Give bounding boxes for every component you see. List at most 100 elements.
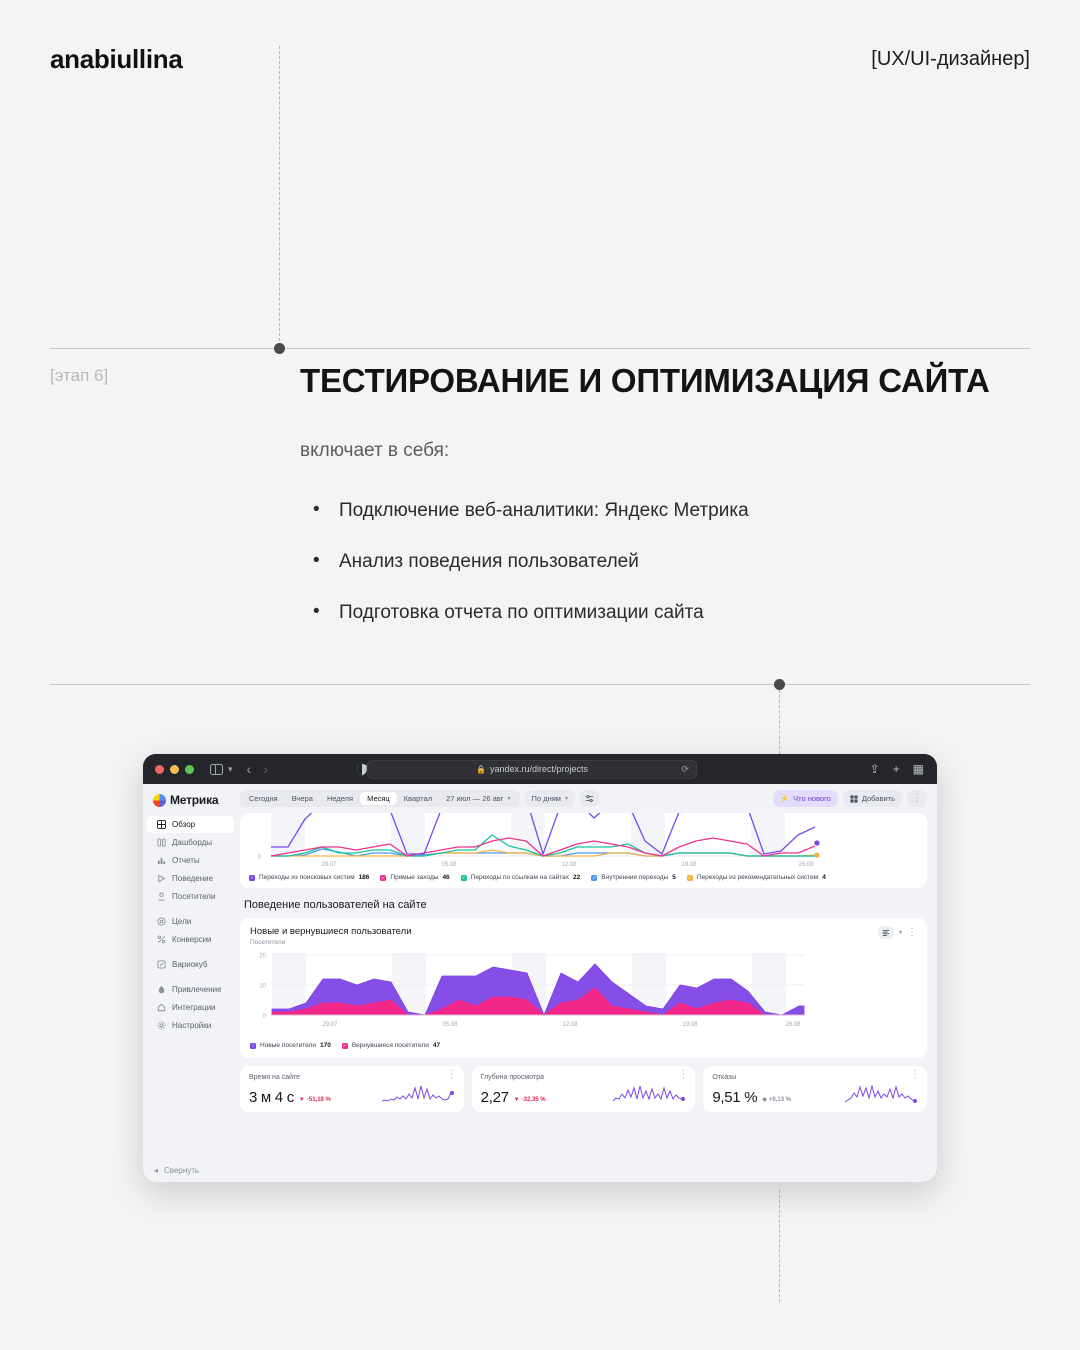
legend-item[interactable]: Переходы по ссылкам на сайтах 22 (460, 874, 580, 881)
legend-label: Новые посетители (260, 1042, 316, 1049)
tile-time-on-site[interactable]: ⋮ Время на сайте 3 м 4 с ▼ -51,18 % (240, 1066, 464, 1112)
target-icon (157, 917, 166, 926)
sidebar-item-goals[interactable]: Цели (147, 913, 234, 930)
address-bar[interactable]: 🔒 yandex.ru/direct/projects ⟳ (367, 759, 697, 779)
legend-item[interactable]: Внутренние переходы 5 (591, 874, 676, 881)
sidebar-item-label: Настройки (172, 1021, 212, 1030)
percent-icon (157, 935, 166, 944)
chevron-down-icon[interactable]: ▾ (898, 930, 902, 936)
sidebar-group: Обзор Дашборды Отчеты (143, 816, 238, 906)
maximize-window-button[interactable] (185, 764, 194, 774)
list-item: Подключение веб-аналитики: Яндекс Метрик… (313, 499, 749, 522)
sidebar-item-obzor[interactable]: Обзор (147, 816, 234, 833)
legend-value: 4 (822, 874, 826, 881)
plus-icon[interactable]: + (892, 762, 900, 776)
metrica-logo[interactable]: Метрика (143, 793, 238, 816)
legend-item[interactable]: Новые посетители 170 (250, 1042, 331, 1049)
connector-dashed-bottom (779, 1190, 780, 1302)
legend-swatch (686, 874, 693, 881)
filters-button[interactable] (579, 790, 599, 807)
period-month[interactable]: Месяц (360, 792, 397, 805)
sidebar-item-label: Посетители (172, 892, 216, 901)
stage-label: [этап 6] (50, 366, 109, 385)
bolt-icon: ⚡ (779, 794, 790, 803)
shield-icon[interactable] (357, 763, 368, 776)
legend-label: Внутренние переходы (601, 874, 669, 881)
sidebar-collapse-button[interactable]: ◂ Свернуть (143, 1166, 238, 1175)
toolbar: Сегодня Вчера Неделя Месяц Квартал 27 ию… (240, 790, 927, 813)
sidebar-item-label: Дашборды (172, 838, 212, 847)
legend-value: 5 (672, 874, 676, 881)
legend-swatch (249, 874, 255, 881)
dashboard-icon (157, 838, 166, 847)
close-window-button[interactable] (155, 764, 164, 774)
card-subtitle: Посетители (250, 939, 286, 946)
app-main: Сегодня Вчера Неделя Месяц Квартал 27 ию… (238, 784, 937, 1182)
tile-value: 2,27 (480, 1089, 509, 1106)
legend-item[interactable]: Переходы из поисковых систем 186 (249, 874, 369, 881)
browser-chrome-bar: ▾ ‹ › 🔒 yandex.ru/direct/projects ⟳ ⇪ + … (143, 754, 937, 784)
sidebar-item-reports[interactable]: Отчеты (147, 852, 234, 869)
timeline-node-top (274, 343, 285, 354)
tab-overview-icon[interactable]: ▦ (912, 762, 924, 776)
back-button[interactable]: ‹ (246, 761, 252, 777)
date-range-picker[interactable]: 27 июл — 26 авг ▾ (439, 792, 517, 805)
legend-swatch (341, 1042, 348, 1049)
legend-item[interactable]: Прямые заходы 46 (380, 874, 450, 881)
svg-text:26.08: 26.08 (785, 1022, 801, 1028)
bullet-list: Подключение веб-аналитики: Яндекс Метрик… (313, 499, 749, 653)
tile-bounce-rate[interactable]: ⋮ Отказы 9,51 % ◆ +0,13 % (703, 1066, 928, 1112)
browser-window: ▾ ‹ › 🔒 yandex.ru/direct/projects ⟳ ⇪ + … (143, 754, 937, 1182)
sidebar-item-variocube[interactable]: Вариокуб (147, 956, 234, 973)
kebab-icon[interactable]: ⋮ (678, 1069, 689, 1080)
whats-new-button[interactable]: ⚡ Что нового (772, 790, 838, 807)
toolbar-more-button[interactable]: ⋮ (907, 790, 927, 807)
connector-dashed-top (279, 46, 280, 346)
traffic-sources-chart[interactable]: 0 29.07 05.08 12.08 19.08 (249, 813, 830, 868)
tile-value: 3 м 4 с (249, 1089, 294, 1106)
legend-label: Переходы из поисковых систем (259, 874, 355, 881)
chart-type-select[interactable] (877, 926, 894, 939)
share-icon[interactable]: ⇪ (869, 762, 880, 776)
tile-body: 2,27 ▼ -32,35 % (481, 1085, 687, 1105)
add-widget-label: Добавить (861, 794, 895, 803)
sidebar-item-integrations[interactable]: Интеграции (147, 999, 234, 1016)
kebab-icon[interactable]: ⋮ (446, 1069, 457, 1080)
chevron-left-icon: ◂ (154, 1166, 159, 1175)
sidebar-item-conversions[interactable]: Конверсии (147, 931, 234, 948)
whats-new-label: Что нового (793, 794, 831, 803)
svg-text:29.07: 29.07 (322, 1022, 338, 1028)
sidebar-item-visitors[interactable]: Посетители (147, 888, 234, 905)
period-week[interactable]: Неделя (326, 794, 354, 803)
date-range-label: 27 июл — 26 авг (446, 794, 504, 803)
legend-item[interactable]: Вернувшиеся посетители 47 (341, 1042, 440, 1049)
sidebar-item-acquisition[interactable]: Привлечение (147, 981, 234, 998)
chevron-down-icon[interactable]: ▾ (228, 763, 233, 774)
window-controls[interactable] (155, 764, 194, 774)
kebab-icon[interactable]: ⋮ (910, 1069, 921, 1080)
sidebar-item-label: Отчеты (172, 856, 200, 865)
tile-page-depth[interactable]: ⋮ Глубина просмотра 2,27 ▼ -32,35 % (471, 1066, 696, 1112)
period-today[interactable]: Сегодня (249, 794, 278, 803)
sidebar-toggle-icon[interactable] (210, 763, 223, 775)
legend-value: 46 (442, 874, 450, 881)
sidebar-item-dashboards[interactable]: Дашборды (147, 834, 234, 851)
sidebar-item-behavior[interactable]: Поведение (147, 870, 234, 887)
cube-icon (157, 960, 166, 969)
add-widget-button[interactable]: Добавить (842, 790, 902, 807)
legend-item[interactable]: Переходы из рекомендательных систем 4 (686, 874, 826, 881)
grouping-select[interactable]: По дням ▾ (524, 790, 575, 807)
trend-down-icon: ▼ (298, 1097, 305, 1103)
metric-tiles: ⋮ Время на сайте 3 м 4 с ▼ -51,18 % (240, 1066, 928, 1112)
minimize-window-button[interactable] (170, 764, 179, 774)
new-returning-users-legend: Новые посетители 170 Вернувшиеся посетит… (240, 1042, 927, 1058)
kebab-icon[interactable]: ⋮ (907, 926, 917, 938)
period-yesterday[interactable]: Вчера (291, 794, 313, 803)
svg-text:0: 0 (263, 1014, 267, 1020)
legend-label: Вернувшиеся посетители (351, 1042, 429, 1049)
reload-icon[interactable]: ⟳ (681, 763, 689, 774)
period-quarter[interactable]: Квартал (403, 794, 433, 803)
sidebar-group: Вариокуб (143, 956, 238, 974)
sidebar-item-settings[interactable]: Настройки (147, 1017, 234, 1034)
new-returning-users-chart[interactable]: 20 10 0 29.07 05.08 12.08 19.08 26.08 (248, 950, 813, 1042)
